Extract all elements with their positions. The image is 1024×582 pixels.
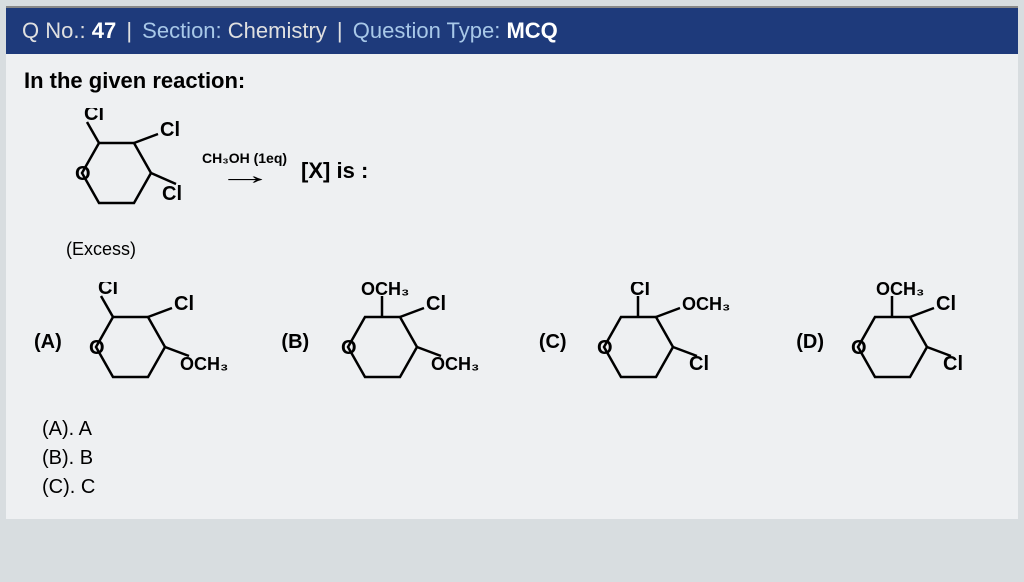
option-b-molecule: OCH₃ Cl OCH₃ O <box>315 282 485 402</box>
option-b-label: (B) <box>281 331 309 354</box>
answer-b[interactable]: (B). B <box>42 447 1000 470</box>
svg-text:OCH₃: OCH₃ <box>361 282 409 299</box>
qtype-label: Question Type: <box>353 18 501 43</box>
svg-text:Cl: Cl <box>936 293 956 315</box>
svg-text:O: O <box>89 337 105 359</box>
section-value: Chemistry <box>228 18 327 43</box>
option-b[interactable]: (B) OCH₃ Cl OCH₃ O <box>281 282 485 402</box>
question-prompt: In the given reaction: <box>24 68 1000 94</box>
starting-molecule: Cl Cl Cl O <box>54 108 184 233</box>
svg-text:OCH₃: OCH₃ <box>682 294 730 314</box>
option-a[interactable]: (A) Cl Cl OCH₃ O <box>34 282 228 402</box>
svg-text:O: O <box>597 337 613 359</box>
question-content: In the given reaction: Cl Cl Cl O CH₃OH … <box>6 54 1018 519</box>
svg-text:Cl: Cl <box>174 293 194 315</box>
option-d-molecule: OCH₃ Cl Cl O <box>830 282 990 402</box>
answer-a[interactable]: (A). A <box>42 418 1000 441</box>
svg-text:Cl: Cl <box>426 293 446 315</box>
svg-text:O: O <box>341 337 357 359</box>
svg-text:Cl: Cl <box>943 353 963 375</box>
svg-text:O: O <box>75 163 91 185</box>
product-label: [X] is : <box>301 158 368 184</box>
options-row: (A) Cl Cl OCH₃ O (B) <box>24 282 1000 402</box>
svg-text:Cl: Cl <box>689 353 709 375</box>
answer-choices: (A). A (B). B (C). C <box>24 418 1000 499</box>
excess-label: (Excess) <box>24 239 1000 260</box>
svg-text:Cl: Cl <box>160 119 180 141</box>
svg-text:OCH₃: OCH₃ <box>876 282 924 299</box>
qno-label: Q No.: <box>22 18 86 43</box>
qno-value: 47 <box>92 18 116 43</box>
reaction-arrow: CH₃OH (1eq) → <box>202 150 287 191</box>
option-c-molecule: Cl OCH₃ Cl O <box>573 282 743 402</box>
answer-c[interactable]: (C). C <box>42 476 1000 499</box>
svg-text:Cl: Cl <box>162 183 182 205</box>
svg-text:O: O <box>851 337 867 359</box>
svg-text:Cl: Cl <box>98 282 118 299</box>
section-label: Section: <box>142 18 222 43</box>
option-a-molecule: Cl Cl OCH₃ O <box>68 282 228 402</box>
arrow-icon: → <box>216 160 273 191</box>
option-a-label: (A) <box>34 331 62 354</box>
separator-1: | <box>126 18 132 43</box>
option-c-label: (C) <box>539 331 567 354</box>
option-d-label: (D) <box>796 331 824 354</box>
svg-text:OCH₃: OCH₃ <box>431 354 479 374</box>
svg-text:Cl: Cl <box>84 108 104 125</box>
svg-text:OCH₃: OCH₃ <box>180 354 228 374</box>
reaction-row: Cl Cl Cl O CH₃OH (1eq) → [X] is : <box>24 108 1000 233</box>
option-c[interactable]: (C) Cl OCH₃ Cl O <box>539 282 743 402</box>
question-header: Q No.: 47 | Section: Chemistry | Questio… <box>6 6 1018 54</box>
svg-text:Cl: Cl <box>630 282 650 300</box>
qtype-value: MCQ <box>506 18 557 43</box>
separator-2: | <box>337 18 343 43</box>
option-d[interactable]: (D) OCH₃ Cl Cl O <box>796 282 990 402</box>
